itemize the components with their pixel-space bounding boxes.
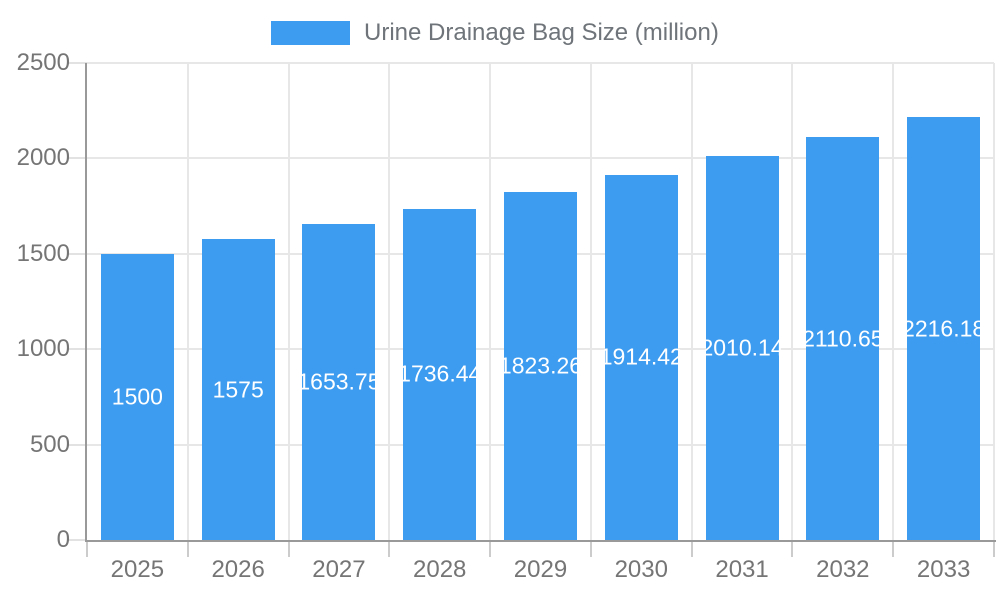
- y-tick-label: 1500: [16, 239, 70, 267]
- y-axis-line: [85, 63, 87, 542]
- gridline-vertical: [287, 63, 290, 540]
- x-tick-label: 2032: [816, 556, 870, 583]
- bar-2028: [403, 208, 477, 540]
- x-axis-tick: [186, 542, 189, 557]
- x-tick-label: 2033: [916, 556, 971, 583]
- x-axis-tick: [690, 542, 693, 557]
- gridline-horizontal: [87, 157, 994, 160]
- bar-value-label: 1500: [111, 383, 163, 410]
- bar-value-label: 2216.18: [902, 315, 986, 342]
- bar-value-label: 1736.44: [398, 360, 482, 387]
- bar-2033: [907, 117, 981, 540]
- bar-2031: [705, 156, 779, 540]
- bar-value-label: 2010.14: [700, 334, 784, 361]
- bar-2027: [302, 224, 376, 540]
- x-tick-label: 2031: [715, 556, 769, 583]
- y-axis-tick: [68, 252, 87, 255]
- gridline-vertical: [993, 63, 995, 540]
- x-axis-tick: [86, 542, 88, 557]
- x-axis-tick: [589, 542, 592, 557]
- x-axis-tick: [287, 542, 290, 557]
- y-tick-label: 0: [56, 526, 70, 553]
- y-tick-label: 2500: [16, 49, 70, 76]
- bar-2030: [604, 174, 678, 540]
- x-tick-label: 2026: [211, 556, 265, 583]
- bar-2032: [806, 137, 880, 540]
- x-axis-tick: [993, 542, 995, 557]
- bar-value-label: 2110.65: [802, 325, 884, 352]
- y-tick-label: 2000: [16, 144, 70, 172]
- gridline-vertical: [791, 63, 794, 540]
- gridline-vertical: [489, 63, 492, 540]
- bar-2029: [504, 192, 577, 540]
- x-tick-label: 2030: [614, 556, 668, 583]
- gridline-vertical: [186, 63, 189, 540]
- bar-value-label: 1653.75: [297, 368, 381, 395]
- x-tick-label: 2029: [513, 556, 568, 583]
- bar-2025: [100, 253, 174, 540]
- y-axis-tick: [68, 539, 87, 541]
- x-tick-label: 2028: [413, 556, 467, 583]
- y-axis-tick: [68, 348, 87, 351]
- bar-value-label: 1914.42: [599, 343, 683, 370]
- y-axis-tick: [68, 157, 87, 160]
- y-axis-tick: [68, 443, 87, 446]
- gridline-vertical: [589, 63, 592, 540]
- x-tick-label: 2027: [312, 556, 366, 583]
- legend-swatch: [271, 21, 350, 45]
- gridline-vertical: [690, 63, 693, 540]
- x-axis-tick: [388, 542, 391, 557]
- y-tick-label: 1000: [16, 335, 70, 363]
- gridline-horizontal: [87, 62, 994, 64]
- y-tick-label: 500: [29, 430, 70, 458]
- legend-item[interactable]: Urine Drainage Bag Size (million): [271, 19, 719, 47]
- gridline-vertical: [388, 63, 391, 540]
- x-tick-label: 2025: [110, 556, 165, 583]
- x-axis-tick: [791, 542, 794, 557]
- x-axis-tick: [892, 542, 895, 557]
- x-axis-line: [85, 540, 996, 542]
- bar-value-label: 1575: [212, 376, 264, 403]
- gridline-vertical: [892, 63, 895, 540]
- bar-2026: [201, 239, 275, 540]
- bar-value-label: 1823.26: [498, 352, 583, 379]
- legend-label: Urine Drainage Bag Size (million): [364, 19, 719, 46]
- x-axis-tick: [489, 542, 492, 557]
- y-axis-tick: [68, 62, 87, 64]
